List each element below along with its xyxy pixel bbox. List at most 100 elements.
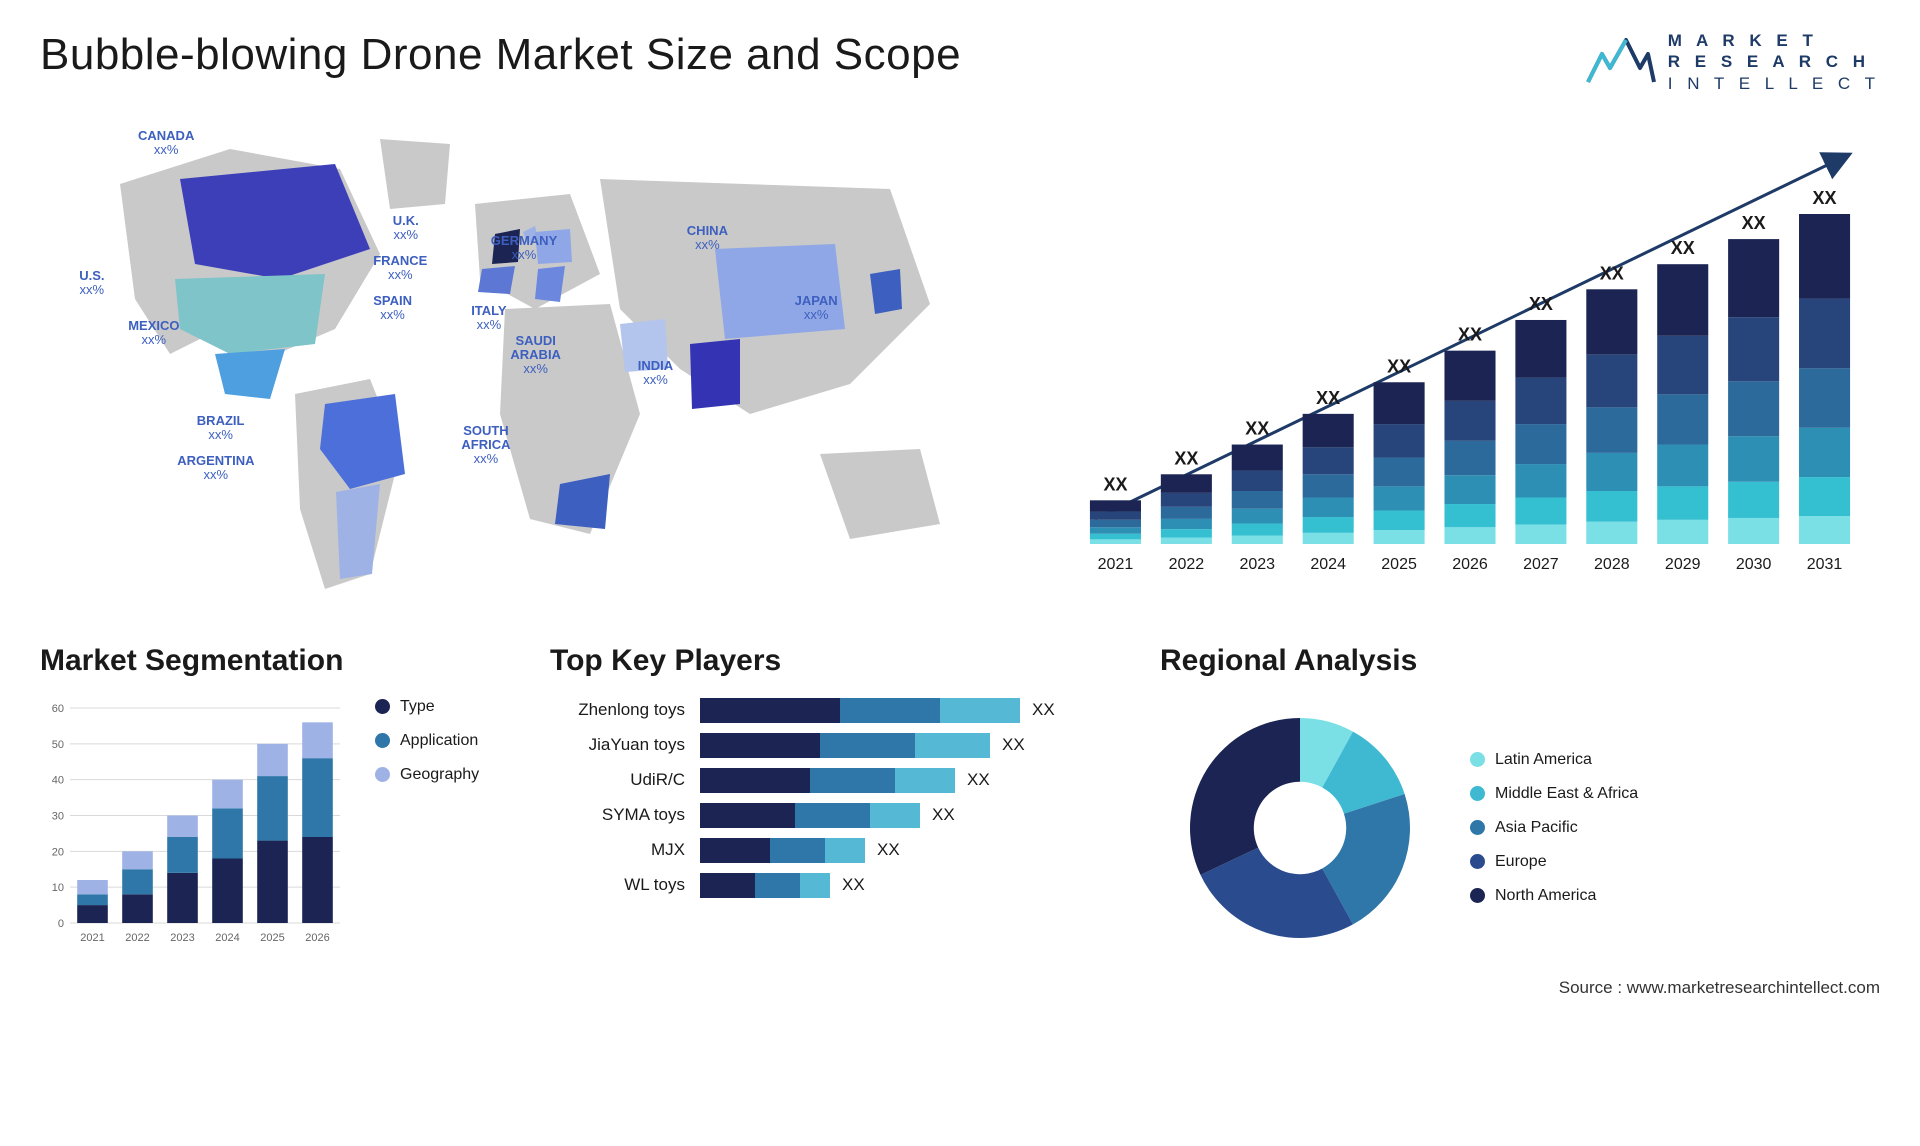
player-value: XX (877, 840, 900, 860)
player-name: JiaYuan toys (550, 735, 700, 755)
svg-text:XX: XX (1174, 448, 1198, 468)
players-chart: Zhenlong toysXXJiaYuan toysXXUdiR/CXXSYM… (550, 698, 1130, 898)
legend-label: Europe (1495, 853, 1547, 871)
map-label: GERMANYxx% (491, 234, 557, 263)
player-name: WL toys (550, 875, 700, 895)
legend-item: Type (375, 698, 479, 716)
map-label: JAPANxx% (795, 294, 838, 323)
svg-text:2031: 2031 (1807, 556, 1843, 573)
svg-text:10: 10 (52, 882, 64, 894)
player-row: SYMA toys XX (550, 803, 1130, 828)
svg-text:2024: 2024 (1310, 556, 1346, 573)
player-bar (700, 838, 865, 863)
legend-label: Middle East & Africa (1495, 785, 1638, 803)
svg-text:2021: 2021 (80, 932, 104, 944)
svg-text:XX: XX (1458, 324, 1482, 344)
players-title: Top Key Players (550, 644, 1130, 678)
legend-label: Application (400, 732, 478, 750)
segmentation-chart: 0102030405060202120222023202420252026 (40, 698, 350, 948)
svg-text:XX: XX (1316, 388, 1340, 408)
page-title: Bubble-blowing Drone Market Size and Sco… (40, 30, 961, 80)
legend-swatch (375, 699, 390, 714)
player-value: XX (967, 770, 990, 790)
player-name: SYMA toys (550, 805, 700, 825)
map-label: INDIAxx% (638, 359, 673, 388)
player-name: UdiR/C (550, 770, 700, 790)
player-bar (700, 698, 1020, 723)
svg-text:2026: 2026 (305, 932, 329, 944)
svg-text:2022: 2022 (125, 932, 149, 944)
player-value: XX (1032, 700, 1055, 720)
svg-text:XX: XX (1671, 238, 1695, 258)
svg-text:XX: XX (1245, 418, 1269, 438)
svg-text:XX: XX (1600, 263, 1624, 283)
main-bar-chart: XX2021XX2022XX2023XX2024XX2025XX2026XX20… (1060, 114, 1880, 614)
svg-text:2021: 2021 (1098, 556, 1134, 573)
player-name: Zhenlong toys (550, 700, 700, 720)
segmentation-legend: Type Application Geography (375, 698, 479, 784)
svg-text:0: 0 (58, 918, 64, 930)
world-map: CANADAxx%U.S.xx%MEXICOxx%BRAZILxx%ARGENT… (40, 114, 1020, 614)
legend-item: North America (1470, 887, 1638, 905)
regional-legend: Latin America Middle East & Africa Asia Pa… (1470, 751, 1638, 905)
map-label: ITALYxx% (471, 304, 506, 333)
svg-text:30: 30 (52, 810, 64, 822)
legend-label: Geography (400, 766, 479, 784)
svg-text:2027: 2027 (1523, 556, 1559, 573)
map-label: BRAZILxx% (197, 414, 245, 443)
legend-item: Application (375, 732, 479, 750)
svg-text:2030: 2030 (1736, 556, 1772, 573)
legend-swatch (1470, 752, 1485, 767)
legend-swatch (375, 767, 390, 782)
map-label: FRANCExx% (373, 254, 427, 283)
svg-text:2024: 2024 (215, 932, 239, 944)
player-row: UdiR/C XX (550, 768, 1130, 793)
player-bar (700, 733, 990, 758)
map-label: SPAINxx% (373, 294, 412, 323)
map-label: CHINAxx% (687, 224, 728, 253)
player-row: JiaYuan toys XX (550, 733, 1130, 758)
player-value: XX (842, 875, 865, 895)
player-value: XX (932, 805, 955, 825)
player-bar (700, 768, 955, 793)
svg-text:2025: 2025 (260, 932, 284, 944)
logo-text-1: M A R K E T (1668, 30, 1880, 51)
player-name: MJX (550, 840, 700, 860)
svg-text:2029: 2029 (1665, 556, 1701, 573)
legend-swatch (1470, 820, 1485, 835)
legend-item: Middle East & Africa (1470, 785, 1638, 803)
svg-text:XX: XX (1387, 356, 1411, 376)
donut-chart (1160, 698, 1440, 958)
legend-label: Type (400, 698, 435, 716)
svg-text:2023: 2023 (1239, 556, 1275, 573)
legend-swatch (1470, 888, 1485, 903)
player-bar (700, 873, 830, 898)
logo-text-2: R E S E A R C H (1668, 51, 1880, 72)
logo-icon (1586, 34, 1656, 89)
map-label: U.S.xx% (79, 269, 104, 298)
legend-item: Europe (1470, 853, 1638, 871)
legend-swatch (1470, 786, 1485, 801)
player-value: XX (1002, 735, 1025, 755)
svg-text:XX: XX (1742, 213, 1766, 233)
svg-text:XX: XX (1529, 294, 1553, 314)
player-row: Zhenlong toys XX (550, 698, 1130, 723)
legend-swatch (1470, 854, 1485, 869)
legend-item: Asia Pacific (1470, 819, 1638, 837)
legend-item: Latin America (1470, 751, 1638, 769)
map-label: U.K.xx% (393, 214, 419, 243)
map-label: CANADAxx% (138, 129, 194, 158)
legend-swatch (375, 733, 390, 748)
svg-text:XX: XX (1813, 188, 1837, 208)
logo-text-3: I N T E L L E C T (1668, 73, 1880, 94)
svg-text:60: 60 (52, 703, 64, 715)
legend-label: Latin America (1495, 751, 1592, 769)
player-bar (700, 803, 920, 828)
svg-text:2022: 2022 (1169, 556, 1205, 573)
svg-text:2028: 2028 (1594, 556, 1630, 573)
svg-text:2026: 2026 (1452, 556, 1488, 573)
source-text: Source : www.marketresearchintellect.com (40, 978, 1880, 998)
legend-label: North America (1495, 887, 1596, 905)
legend-label: Asia Pacific (1495, 819, 1578, 837)
map-label: MEXICOxx% (128, 319, 179, 348)
